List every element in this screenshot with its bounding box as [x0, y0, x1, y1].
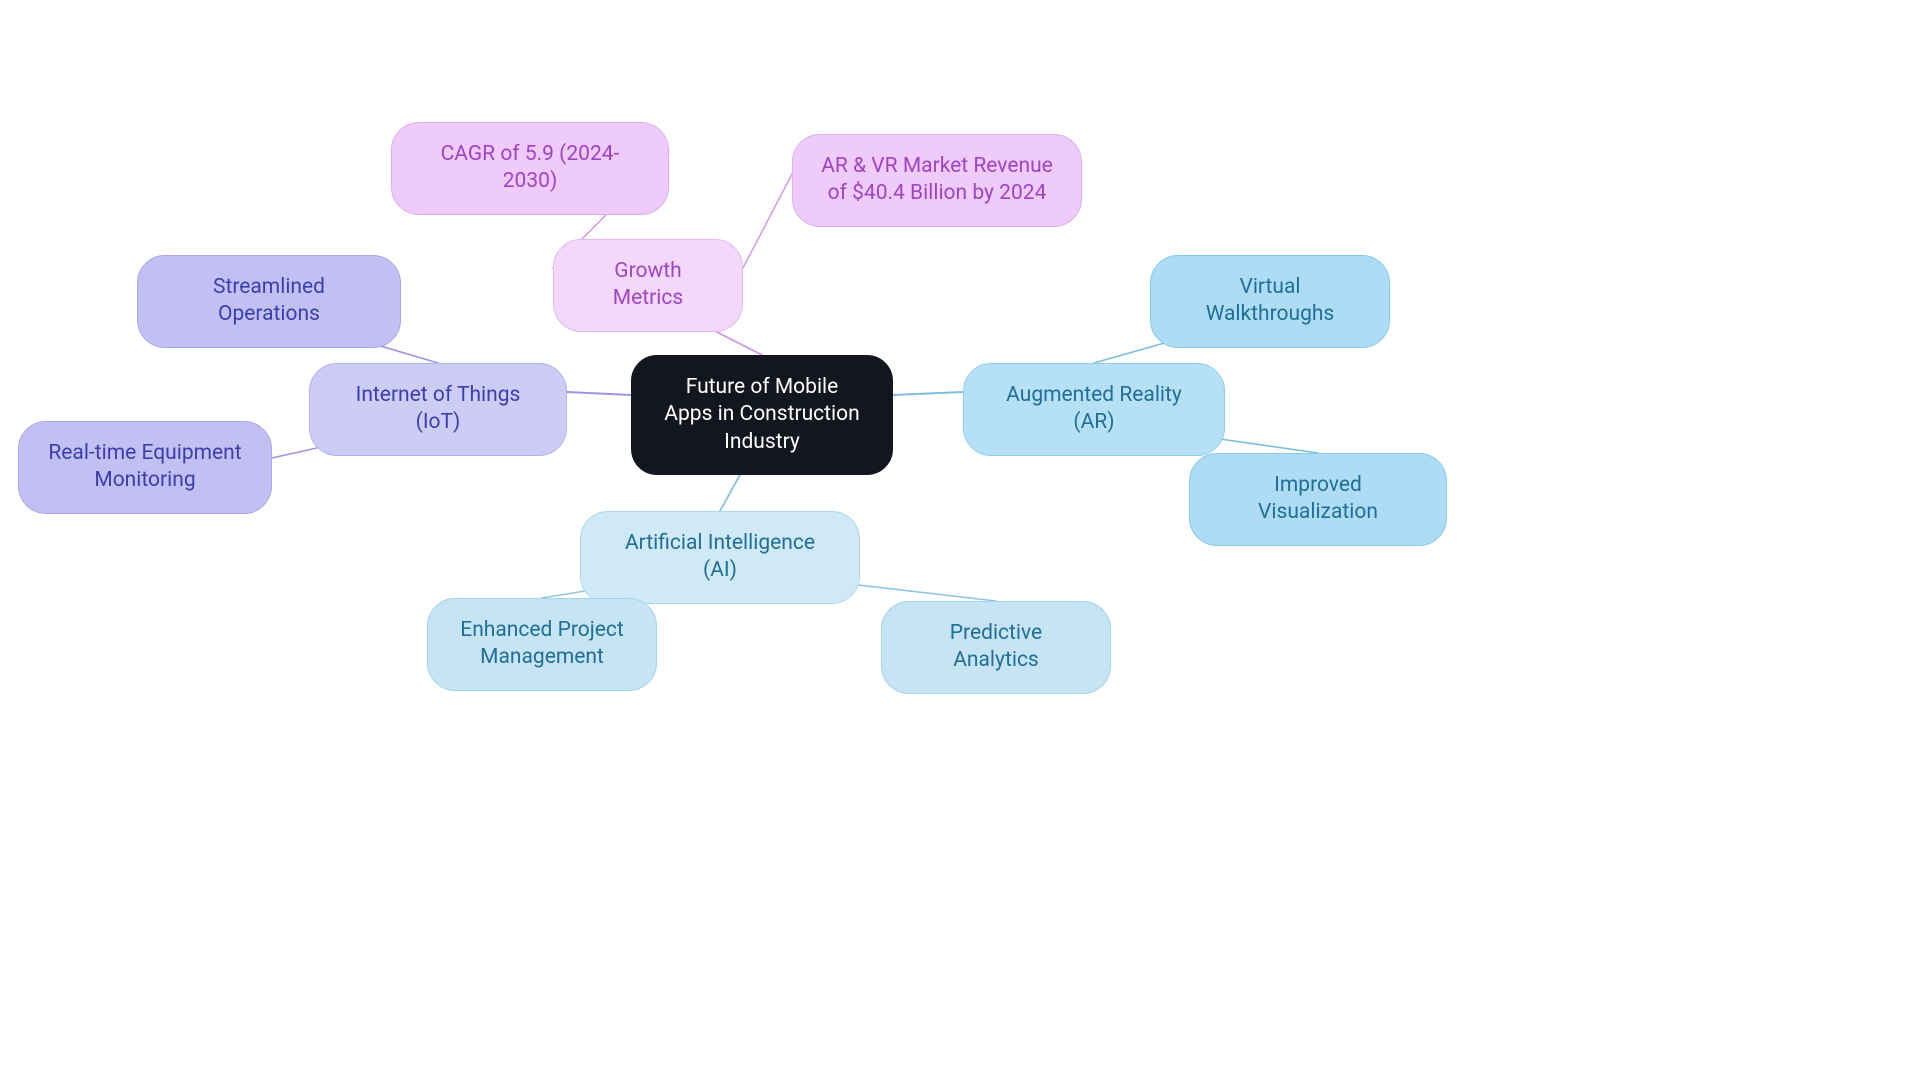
node-cagr-label: CAGR of 5.9 (2024-2030) — [420, 141, 640, 196]
node-predictive-analytics-label: Predictive Analytics — [910, 620, 1082, 675]
node-cagr: CAGR of 5.9 (2024-2030) — [391, 122, 669, 215]
node-iot-label: Internet of Things (IoT) — [338, 382, 538, 437]
node-improved-visualization: Improved Visualization — [1189, 453, 1447, 546]
node-realtime-monitoring: Real-time Equipment Monitoring — [18, 421, 272, 514]
node-streamlined-operations-label: Streamlined Operations — [166, 274, 372, 329]
node-augmented-reality-label: Augmented Reality (AR) — [992, 382, 1196, 437]
node-virtual-walkthroughs-label: Virtual Walkthroughs — [1179, 274, 1361, 329]
node-enhanced-project-management: Enhanced Project Management — [427, 598, 657, 691]
node-enhanced-project-management-label: Enhanced Project Management — [456, 617, 628, 672]
node-growth-metrics: Growth Metrics — [553, 239, 743, 332]
node-arvr-revenue: AR & VR Market Revenue of $40.4 Billion … — [792, 134, 1082, 227]
node-improved-visualization-label: Improved Visualization — [1218, 472, 1418, 527]
node-realtime-monitoring-label: Real-time Equipment Monitoring — [47, 440, 243, 495]
node-center: Future of Mobile Apps in Construction In… — [631, 355, 893, 475]
node-virtual-walkthroughs: Virtual Walkthroughs — [1150, 255, 1390, 348]
node-artificial-intelligence: Artificial Intelligence (AI) — [580, 511, 860, 604]
node-arvr-revenue-label: AR & VR Market Revenue of $40.4 Billion … — [821, 153, 1053, 208]
node-artificial-intelligence-label: Artificial Intelligence (AI) — [609, 530, 831, 585]
node-streamlined-operations: Streamlined Operations — [137, 255, 401, 348]
node-augmented-reality: Augmented Reality (AR) — [963, 363, 1225, 456]
node-iot: Internet of Things (IoT) — [309, 363, 567, 456]
node-growth-metrics-label: Growth Metrics — [582, 258, 714, 313]
node-predictive-analytics: Predictive Analytics — [881, 601, 1111, 694]
node-center-label: Future of Mobile Apps in Construction In… — [660, 374, 864, 456]
